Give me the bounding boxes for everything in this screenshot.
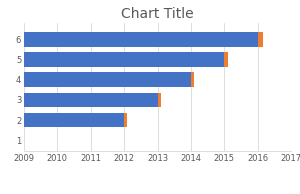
Bar <box>24 113 124 127</box>
Bar <box>24 52 224 67</box>
Bar <box>24 93 158 107</box>
Bar <box>24 73 191 87</box>
Title: Chart Title: Chart Title <box>121 7 194 21</box>
Bar <box>124 113 127 127</box>
Bar <box>158 93 161 107</box>
Bar <box>258 32 262 47</box>
Bar <box>24 32 258 47</box>
Bar <box>224 52 228 67</box>
Bar <box>191 73 194 87</box>
